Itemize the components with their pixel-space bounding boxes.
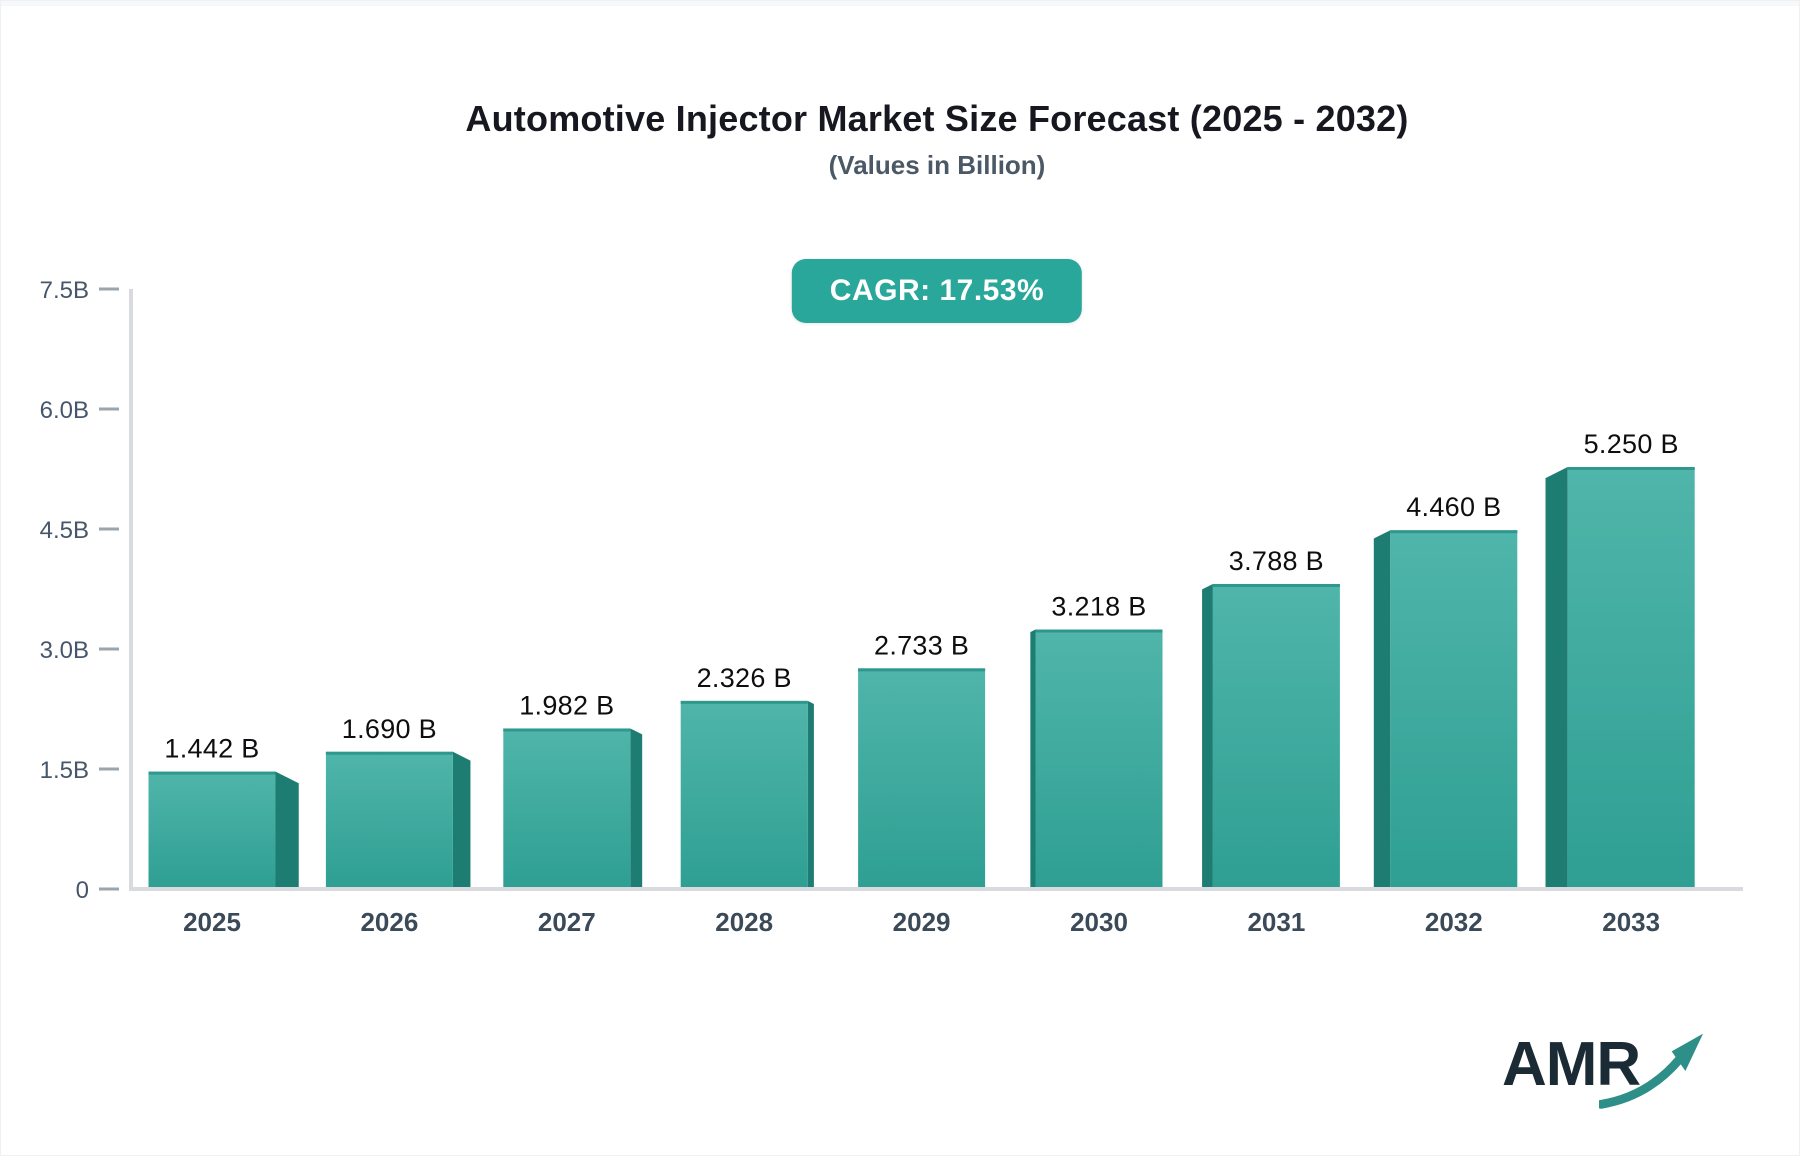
y-axis-tick-label: 7.5B (40, 277, 89, 304)
chart-header: Automotive Injector Market Size Forecast… (131, 1, 1743, 323)
bar-2030[interactable]: 3.218 B (1030, 592, 1163, 887)
x-axis-label-2029: 2029 (893, 907, 951, 937)
y-axis-tick-label: 3.0B (40, 637, 89, 664)
amr-logo: AMR (1502, 1033, 1707, 1113)
bar-front-face (1035, 629, 1163, 887)
bar-2027[interactable]: 1.982 B (503, 690, 643, 887)
bar-value-label: 1.982 B (519, 690, 614, 720)
chart-title: Automotive Injector Market Size Forecast… (465, 98, 1409, 139)
bar-front-face (858, 668, 986, 887)
x-axis-label-2026: 2026 (360, 907, 418, 937)
bar-2032[interactable]: 4.460 B (1373, 492, 1518, 887)
bar-front-face (1390, 530, 1518, 887)
bar-side-face (807, 700, 814, 887)
x-axis-label-2033: 2033 (1602, 907, 1660, 937)
bar-2026[interactable]: 1.690 B (325, 714, 471, 887)
bar-2031[interactable]: 3.788 B (1202, 546, 1340, 887)
x-axis-label-2031: 2031 (1247, 907, 1305, 937)
x-axis-label-2025: 2025 (183, 907, 241, 937)
bar-2025[interactable]: 1.442 B (148, 734, 299, 887)
bar-front-face (148, 771, 276, 887)
x-axis-label-2028: 2028 (715, 907, 773, 937)
bar-value-label: 2.733 B (874, 630, 969, 660)
bar-value-label: 4.460 B (1406, 492, 1501, 522)
bar-front-face (503, 728, 631, 887)
bar-side-face (452, 751, 471, 887)
bar-value-label: 2.326 B (697, 663, 792, 693)
growth-arrow-icon (1599, 1033, 1704, 1109)
bar-side-face (1030, 629, 1036, 887)
bar-side-face (275, 771, 299, 887)
bar-2029[interactable]: 2.733 B (858, 630, 986, 887)
x-axis-label-2032: 2032 (1425, 907, 1483, 937)
bar-front-face (680, 700, 808, 887)
x-axis-label-2027: 2027 (538, 907, 596, 937)
bar-front-face (1567, 467, 1695, 887)
bar-value-label: 5.250 B (1584, 429, 1679, 459)
y-axis-tick-label: 4.5B (40, 517, 89, 544)
bar-value-label: 1.442 B (164, 734, 259, 764)
bar-front-face (1212, 583, 1340, 887)
bar-side-face (1373, 530, 1391, 887)
bar-2028[interactable]: 2.326 B (680, 663, 814, 887)
amr-logo-text: AMR (1502, 1030, 1641, 1099)
y-axis-tick-label: 0 (76, 877, 89, 904)
cagr-badge: CAGR: 17.53% (791, 259, 1083, 323)
bar-front-face (325, 751, 453, 887)
bar-value-label: 3.218 B (1051, 592, 1146, 622)
y-axis-tick-label: 6.0B (40, 397, 89, 424)
bar-value-label: 1.690 B (342, 714, 437, 744)
bar-value-label: 3.788 B (1229, 546, 1324, 576)
x-axis-label-2030: 2030 (1070, 907, 1128, 937)
y-axis-tick-label: 1.5B (40, 757, 89, 784)
chart-subtitle: (Values in Billion) (828, 150, 1046, 180)
bar-side-face (1202, 583, 1213, 887)
top-edge-strip (1, 1, 1799, 6)
bar-side-face (1545, 467, 1568, 887)
bar-2033[interactable]: 5.250 B (1545, 429, 1695, 887)
bar-side-face (630, 728, 643, 887)
